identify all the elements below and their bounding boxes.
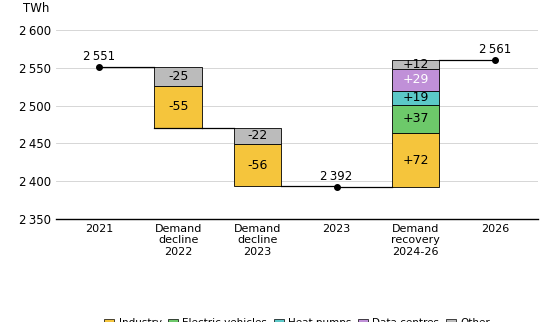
Text: +72: +72: [402, 154, 429, 166]
Text: +37: +37: [402, 112, 429, 125]
Legend: Industry, Electric vehicles, Heat pumps, Data centres, Other: Industry, Electric vehicles, Heat pumps,…: [104, 318, 490, 322]
Text: -55: -55: [168, 100, 189, 113]
Bar: [392, 69, 440, 90]
Y-axis label: TWh: TWh: [23, 2, 49, 15]
Text: -56: -56: [247, 159, 268, 172]
Bar: [392, 105, 440, 133]
Text: -22: -22: [247, 129, 268, 142]
Bar: [234, 144, 281, 186]
Bar: [392, 60, 440, 69]
Text: +19: +19: [402, 91, 429, 104]
Text: +12: +12: [402, 58, 429, 71]
Bar: [392, 90, 440, 105]
Bar: [154, 67, 202, 86]
Text: +29: +29: [402, 73, 429, 86]
Text: 2 561: 2 561: [479, 43, 511, 56]
Bar: [154, 86, 202, 128]
Text: 2 392: 2 392: [320, 170, 352, 184]
Text: -25: -25: [168, 70, 188, 83]
Text: 2 551: 2 551: [83, 50, 115, 63]
Bar: [392, 133, 440, 187]
Bar: [234, 128, 281, 144]
